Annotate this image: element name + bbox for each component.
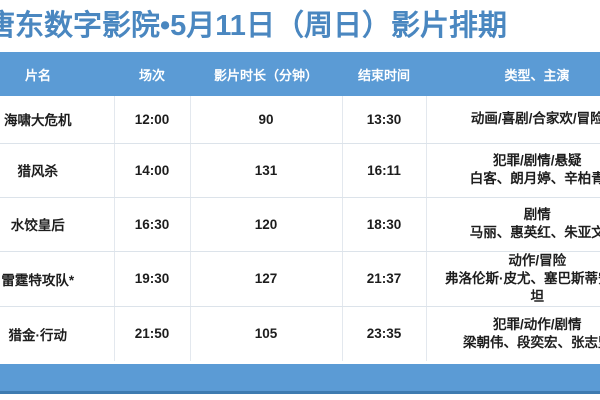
cell-runtime: 120 [190, 197, 343, 252]
table-header: 片名 场次 影片时长（分钟） 结束时间 类型、主演 [0, 52, 600, 96]
page-title: 唐东数字影院•5月11日（周日）影片排期 [0, 9, 507, 42]
cell-genre-cast: 剧情 马丽、惠英红、朱亚文 [426, 197, 600, 252]
cell-runtime: 131 [190, 143, 343, 198]
column-header-genre-cast: 类型、主演 [504, 67, 570, 83]
table-row: 猎风杀 14:00 131 16:11 犯罪/剧情/悬疑 白客、朗月婷、辛柏青 [0, 143, 600, 198]
cast-text: 弗洛伦斯·皮尤、塞巴斯蒂安·斯 [445, 270, 600, 286]
cell-film: 猎金·行动 [0, 306, 115, 361]
cast-text: 白客、朗月婷、辛柏青 [469, 171, 600, 186]
showtimes-table: 片名 场次 影片时长（分钟） 结束时间 类型、主演 海啸大危机 12:00 90… [0, 52, 600, 361]
cell-session: 16:30 [114, 197, 191, 252]
cast-text: 马丽、惠英红、朱亚文 [469, 225, 600, 240]
cell-film: 海啸大危机 [0, 96, 115, 144]
schedule-document: 唐东数字影院•5月11日（周日）影片排期 片名 场次 影片时长（分钟） 结束时间… [0, 0, 600, 361]
footer-accent-band [0, 364, 600, 394]
cell-end-time: 23:35 [342, 306, 427, 361]
page-title-bar: 唐东数字影院•5月11日（周日）影片排期 [0, 0, 600, 52]
cell-end-time: 21:37 [342, 251, 427, 308]
cell-session: 14:00 [114, 143, 191, 198]
cell-session: 12:00 [114, 96, 191, 144]
cell-end-time: 18:30 [342, 197, 427, 252]
cell-film: 水饺皇后 [0, 197, 115, 252]
cast-text-overflow: 坦 [530, 288, 545, 304]
genre-text: 剧情 [523, 206, 551, 222]
table-row: 水饺皇后 16:30 120 18:30 剧情 马丽、惠英红、朱亚文 [0, 197, 600, 252]
table-header-row: 片名 场次 影片时长（分钟） 结束时间 类型、主演 [0, 52, 600, 96]
column-header-runtime: 影片时长（分钟） [213, 67, 318, 83]
table-row: 猎金·行动 21:50 105 23:35 犯罪/动作/剧情 梁朝伟、段奕宏、张… [0, 306, 600, 361]
column-header-film: 片名 [24, 67, 51, 83]
table-row: 雷霆特攻队* 19:30 127 21:37 动作/冒险 弗洛伦斯·皮尤、塞巴斯… [0, 251, 600, 308]
column-header-session: 场次 [138, 67, 165, 83]
cell-session: 19:30 [114, 251, 191, 308]
column-header-end-time: 结束时间 [357, 67, 410, 83]
genre-text: 犯罪/动作/剧情 [492, 316, 582, 332]
genre-text: 动作/冒险 [508, 252, 567, 268]
cell-genre-cast: 动作/冒险 弗洛伦斯·皮尤、塞巴斯蒂安·斯 坦 [426, 251, 600, 308]
cell-runtime: 127 [190, 251, 343, 308]
genre-text: 犯罪/剧情/悬疑 [492, 152, 582, 168]
cell-session: 21:50 [114, 306, 191, 361]
cast-text: 梁朝伟、段奕宏、张志坚 [463, 334, 600, 350]
table-body: 海啸大危机 12:00 90 13:30 动画/喜剧/合家欢/冒险 猎风杀 14… [0, 96, 600, 361]
cell-end-time: 13:30 [342, 96, 427, 144]
table-row: 海啸大危机 12:00 90 13:30 动画/喜剧/合家欢/冒险 [0, 96, 600, 144]
cell-genre-cast: 犯罪/剧情/悬疑 白客、朗月婷、辛柏青 [426, 143, 600, 198]
cell-film: 猎风杀 [0, 143, 115, 198]
cell-runtime: 105 [190, 306, 343, 361]
genre-text: 动画/喜剧/合家欢/冒险 [470, 111, 600, 127]
cell-film: 雷霆特攻队* [0, 251, 115, 308]
footer-whitespace [0, 394, 600, 400]
cell-genre-cast: 动画/喜剧/合家欢/冒险 [426, 96, 600, 144]
cell-genre-cast: 犯罪/动作/剧情 梁朝伟、段奕宏、张志坚 [426, 307, 600, 361]
cell-end-time: 16:11 [342, 143, 427, 198]
cell-runtime: 90 [190, 96, 343, 144]
